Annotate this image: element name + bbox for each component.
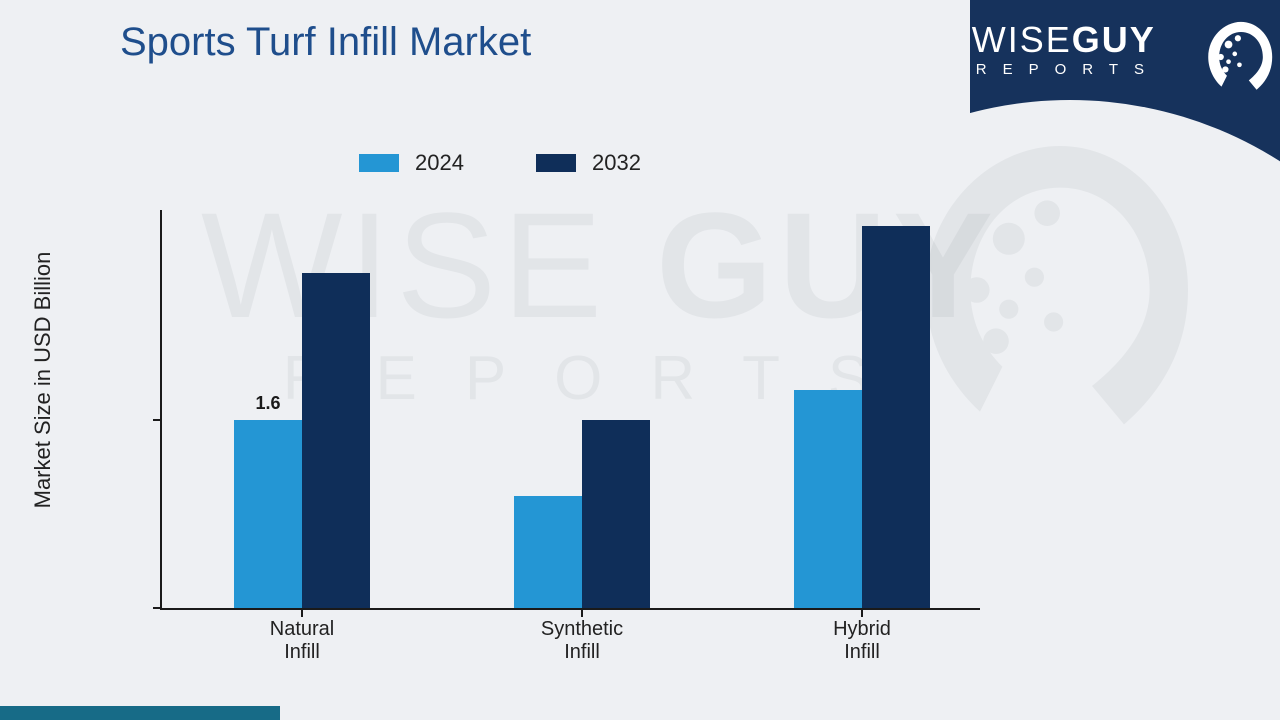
brand-word-2: GUY — [1072, 19, 1156, 60]
x-category-label: Hybrid Infill — [792, 618, 932, 664]
y-tick — [153, 607, 162, 609]
chart-card: WISEGUY REPORTS WISE GUY REPORTS Sports … — [0, 0, 1280, 720]
chart-area: Market Size in USD Billion 20242032 1.6N… — [90, 150, 980, 675]
bar — [302, 273, 370, 608]
chart-title: Sports Turf Infill Market — [120, 20, 531, 65]
bar — [582, 420, 650, 608]
legend-label: 2024 — [415, 150, 464, 176]
legend-swatch — [536, 154, 576, 172]
brand-logo: WISEGUY REPORTS — [972, 22, 1160, 77]
x-tick — [301, 608, 303, 617]
bar — [794, 390, 862, 608]
legend-item: 2024 — [359, 150, 464, 176]
x-tick — [581, 608, 583, 617]
brand-word-1: WISE — [972, 19, 1072, 60]
bar — [514, 496, 582, 608]
x-category-label: Natural Infill — [232, 618, 372, 664]
plot-area: 1.6Natural InfillSynthetic InfillHybrid … — [160, 210, 980, 610]
legend-item: 2032 — [536, 150, 641, 176]
bar — [862, 226, 930, 608]
legend: 2024 2032 — [90, 150, 910, 178]
legend-label: 2032 — [592, 150, 641, 176]
brand-word-3: REPORTS — [972, 62, 1160, 77]
footer-strip — [0, 706, 280, 720]
brand-head-icon — [1202, 18, 1280, 96]
legend-swatch — [359, 154, 399, 172]
y-axis-label: Market Size in USD Billion — [30, 170, 60, 590]
bar-value-label: 1.6 — [224, 393, 312, 414]
x-category-label: Synthetic Infill — [512, 618, 652, 664]
x-tick — [861, 608, 863, 617]
bar — [234, 420, 302, 608]
y-tick — [153, 419, 162, 421]
